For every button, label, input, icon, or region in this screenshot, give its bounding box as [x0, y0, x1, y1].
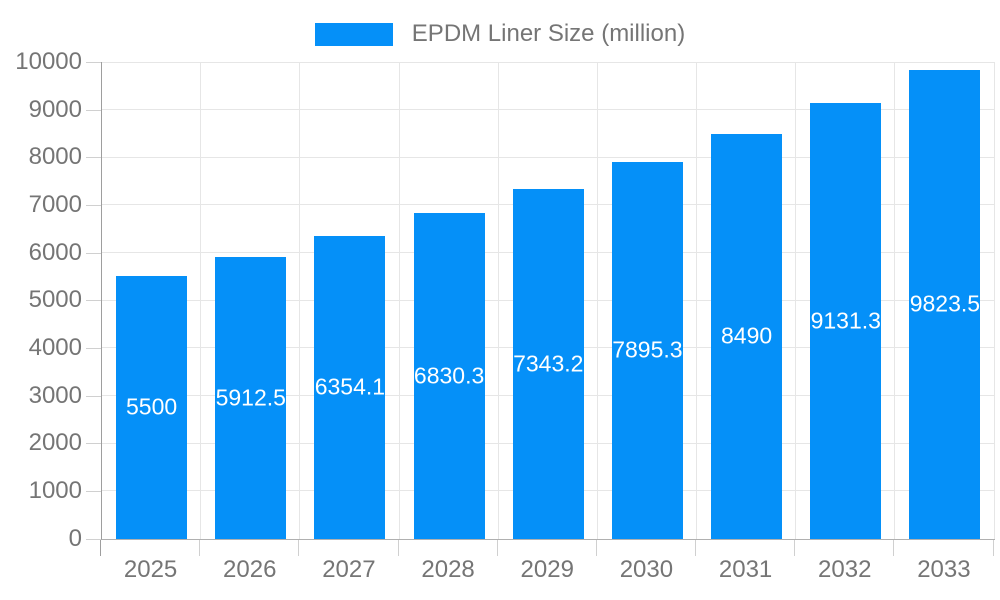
- x-tick: [199, 539, 201, 556]
- y-tick: [86, 443, 101, 445]
- y-tick-label: 4000: [28, 333, 82, 361]
- legend-swatch: [314, 22, 393, 46]
- v-gridline: [993, 62, 995, 539]
- x-axis-label: 2025: [123, 556, 178, 583]
- v-gridline: [894, 62, 896, 539]
- y-tick-label: 1000: [28, 476, 82, 504]
- plot-area: 5500 5912.5 6354.1 6830.3 7343.2 7895.3 8490 91…: [101, 61, 995, 540]
- x-tick: [893, 539, 895, 556]
- x-axis-label: 2026: [223, 556, 277, 583]
- y-tick: [86, 300, 101, 302]
- x-tick: [794, 539, 796, 556]
- y-tick-label: 5000: [28, 286, 82, 314]
- bar-2031: [711, 133, 783, 539]
- bar-value-label: 5912.5: [215, 384, 286, 411]
- bar-2026: [215, 256, 287, 539]
- legend-label: EPDM Liner Size (million): [411, 20, 686, 47]
- bar-2032: [810, 103, 882, 539]
- bar-value-label: 6830.3: [413, 362, 485, 389]
- x-axis-label: 2028: [421, 556, 475, 583]
- y-tick: [86, 204, 101, 206]
- x-axis-label: 2029: [520, 556, 574, 583]
- y-tick-label: 9000: [28, 95, 82, 123]
- bar-value-label: 7895.3: [612, 336, 683, 363]
- x-tick: [496, 539, 498, 556]
- v-gridline: [200, 62, 202, 539]
- y-tick-label: 0: [68, 524, 82, 552]
- bar-value-label: 9131.3: [810, 307, 881, 334]
- v-gridline: [696, 62, 697, 539]
- y-tick: [86, 109, 101, 111]
- bar-2029: [512, 188, 584, 539]
- x-tick: [397, 539, 399, 556]
- bar-2025: [116, 276, 188, 539]
- h-gridline: [102, 156, 995, 158]
- x-tick: [298, 539, 300, 556]
- h-gridline: [102, 109, 995, 111]
- y-tick: [86, 347, 101, 349]
- x-axis-label: 2027: [322, 556, 376, 583]
- x-axis-label: 2031: [718, 556, 773, 583]
- y-tick: [86, 490, 101, 492]
- x-axis-label: 2030: [619, 556, 674, 583]
- x-tick: [100, 539, 101, 556]
- y-tick: [86, 157, 101, 159]
- bar-2028: [413, 213, 485, 539]
- bar-value-label: 6354.1: [314, 373, 386, 400]
- bar-2027: [314, 235, 386, 539]
- y-tick-label: 3000: [28, 381, 82, 409]
- v-gridline: [596, 62, 598, 539]
- y-tick: [86, 62, 101, 63]
- x-axis-label: 2032: [818, 556, 872, 583]
- v-gridline: [299, 62, 301, 539]
- x-axis-label: 2033: [917, 556, 971, 583]
- y-tick-label: 2000: [28, 429, 82, 457]
- y-tick-label: 7000: [28, 190, 82, 218]
- bar-2030: [611, 162, 683, 539]
- bar-2033: [909, 70, 981, 539]
- bar-value-label: 9823.5: [909, 290, 981, 317]
- v-gridline: [398, 62, 400, 539]
- legend: EPDM Liner Size (million): [0, 20, 1000, 48]
- v-gridline: [795, 62, 797, 539]
- y-tick-label: 10000: [15, 48, 82, 75]
- y-tick-label: 6000: [28, 238, 82, 266]
- bar-value-label: 8490: [720, 322, 773, 349]
- x-tick: [695, 539, 696, 556]
- x-tick: [992, 539, 994, 556]
- bar-value-label: 5500: [125, 393, 178, 420]
- y-tick-label: 8000: [28, 143, 82, 171]
- bar-value-label: 7343.2: [513, 350, 584, 377]
- x-tick: [595, 539, 597, 556]
- y-tick: [86, 538, 101, 540]
- y-tick: [86, 252, 101, 254]
- v-gridline: [497, 62, 499, 539]
- y-tick: [86, 395, 101, 397]
- h-gridline: [102, 61, 995, 63]
